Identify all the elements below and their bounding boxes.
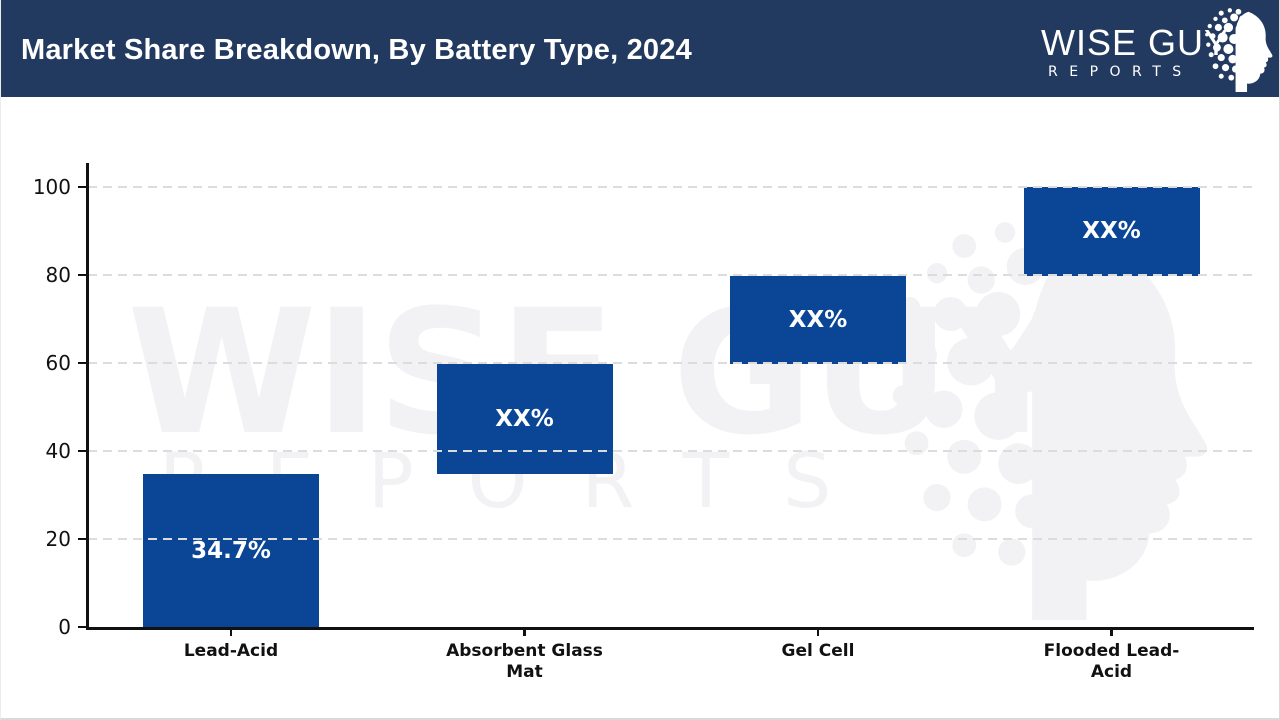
- y-gridline: [88, 186, 1254, 188]
- y-tick-mark: [78, 625, 86, 629]
- y-gridline: [88, 450, 1254, 452]
- brand-name: WISE GUY: [1041, 22, 1230, 63]
- x-axis-line: [86, 627, 1254, 630]
- category-label: Lead-Acid: [183, 641, 279, 661]
- bar-value-label: XX%: [495, 406, 554, 433]
- y-tick-mark: [78, 449, 86, 453]
- bar-value-label: XX%: [1082, 218, 1141, 245]
- page-title: Market Share Breakdown, By Battery Type,…: [21, 34, 692, 66]
- y-tick-label: 20: [45, 527, 71, 551]
- watermark-head-icon: [887, 222, 1208, 620]
- brand-head-icon: [1205, 8, 1273, 92]
- y-tick-mark: [78, 273, 86, 277]
- y-tick-mark: [78, 185, 86, 189]
- y-tick-label: 40: [45, 439, 71, 463]
- header-banner: Market Share Breakdown, By Battery Type,…: [1, 0, 1279, 97]
- y-tick-label: 80: [45, 263, 71, 287]
- y-tick-mark: [78, 361, 86, 365]
- y-gridline: [88, 274, 1254, 276]
- bar-segment: [1023, 187, 1200, 276]
- y-axis-line: [86, 163, 89, 630]
- category-label: Flooded Lead-Acid: [1043, 641, 1180, 683]
- y-tick-label: 100: [32, 175, 71, 199]
- bar-value-label: 34.7%: [191, 537, 271, 564]
- y-gridline: [88, 362, 1254, 364]
- bar-segment: [730, 275, 906, 364]
- y-tick-label: 60: [45, 351, 71, 375]
- x-tick-mark: [816, 629, 820, 636]
- x-tick-mark: [523, 629, 526, 636]
- brand-tagline: REPORTS: [1048, 64, 1193, 80]
- y-gridline: [88, 538, 1254, 540]
- y-tick-label: 0: [58, 615, 71, 639]
- bar-segment: [436, 363, 613, 475]
- category-label: Gel Cell: [781, 641, 855, 661]
- category-label: Absorbent Glass Mat: [446, 641, 603, 683]
- x-tick-mark: [1110, 629, 1113, 636]
- bar-segment: [143, 474, 319, 627]
- x-tick-mark: [229, 629, 233, 636]
- bar-value-label: XX%: [788, 306, 848, 333]
- y-tick-mark: [78, 537, 86, 541]
